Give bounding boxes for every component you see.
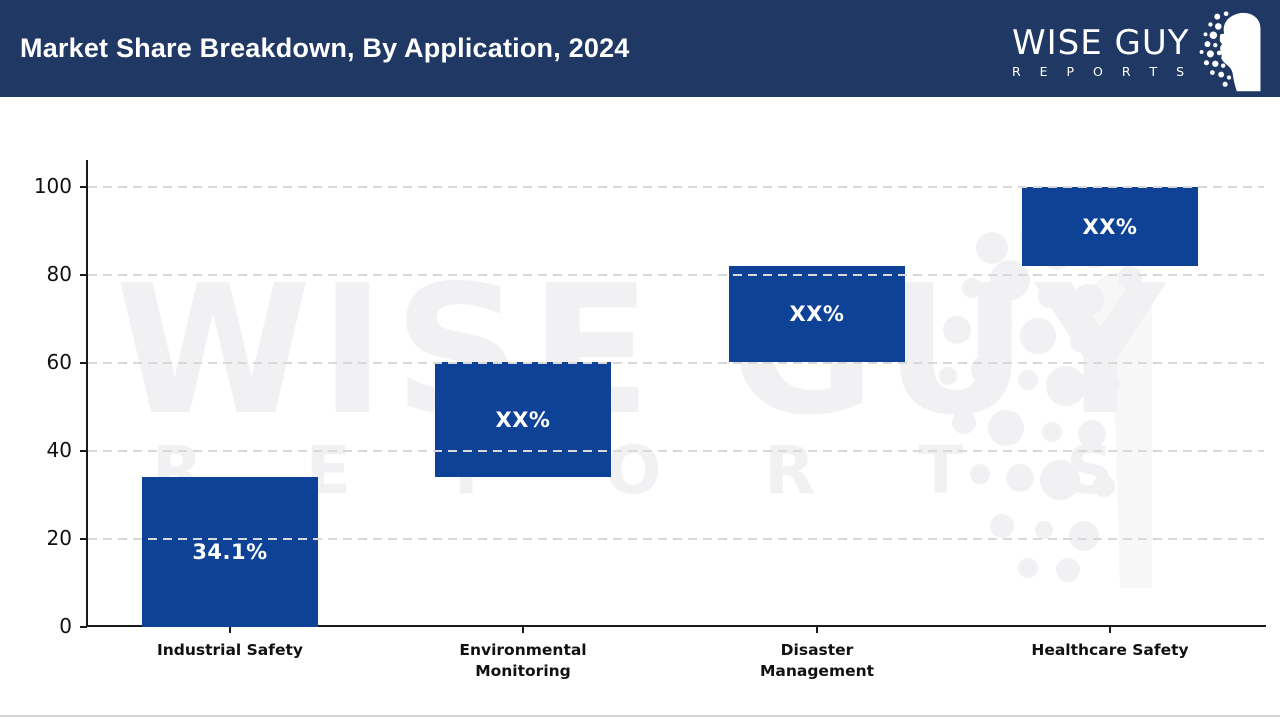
y-tick-0 [80,626,87,628]
x-tick-industrial-safety [229,627,231,633]
gridline-y-80 [88,274,1264,276]
bar-label-box-healthcare-safety: XX% [1022,187,1198,266]
x-axis-line [86,625,1266,627]
bar-industrial-safety [142,476,318,627]
x-tick-disaster-management [816,627,818,633]
y-tick-label-40: 40 [46,438,72,462]
y-tick-label-20: 20 [46,526,72,550]
y-tick-label-100: 100 [33,174,72,198]
gridline-y-60 [88,362,1264,364]
x-category-label-disaster-management: Disaster Management [759,641,875,680]
bar-value-label: XX% [495,407,551,432]
dotted-head-profile-icon [1199,11,1261,92]
footer-divider [0,715,1280,717]
watermark-text: WISE GUY [115,247,1173,454]
y-tick-100 [80,186,87,188]
y-tick-label-80: 80 [46,262,72,286]
bar-disaster-management [729,266,905,363]
x-category-label-environmental-monitoring: Environmental Monitoring [459,641,587,680]
brand-name: WISE GUY [1012,22,1190,63]
y-tick-80 [80,274,87,276]
brand-logo-text: WISE GUY R E P O R T S [1012,26,1192,79]
gridline-y-40 [88,450,1264,452]
brand-logo: WISE GUY R E P O R T S [1012,8,1262,92]
page-title: Market Share Breakdown, By Application, … [20,33,630,63]
plot-area: 0 20 40 60 80 100 34.1% XX% XX% XX% Industrial Saf… [0,97,1280,720]
bar-value-label: XX% [789,302,845,327]
gridline-y-100 [88,186,1264,188]
bar-environmental-monitoring [435,362,611,477]
header: Market Share Breakdown, By Application, … [0,0,1280,97]
y-tick-40 [80,450,87,452]
gridline-y-20 [88,538,1264,540]
bar-label-box-industrial-safety: 34.1% [142,477,318,627]
x-category-label-healthcare-safety: Healthcare Safety [1031,641,1189,659]
x-category-label-industrial-safety: Industrial Safety [156,641,304,659]
y-tick-label-0: 0 [59,614,72,638]
bar-healthcare-safety [1022,187,1198,267]
brand-tagline: R E P O R T S [1012,63,1192,79]
y-tick-20 [80,538,87,540]
y-axis-line [86,160,88,626]
bar-value-label: XX% [1082,214,1138,239]
x-tick-healthcare-safety [1109,627,1111,633]
y-tick-label-60: 60 [46,350,72,374]
y-tick-60 [80,362,87,364]
bar-label-box-environmental-monitoring: XX% [435,362,611,477]
bar-label-box-disaster-management: XX% [729,266,905,362]
x-tick-environmental-monitoring [522,627,524,633]
bar-value-label: 34.1% [192,539,268,564]
